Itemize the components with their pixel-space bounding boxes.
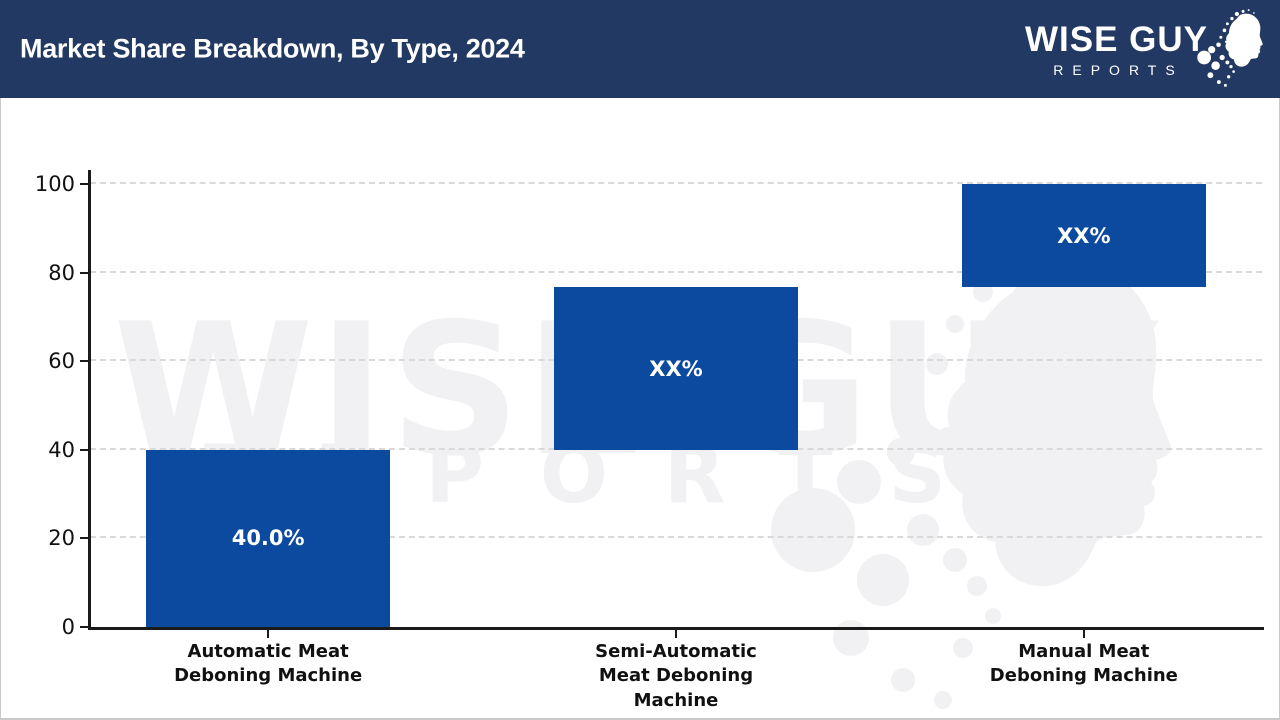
y-axis-tick-mark	[80, 626, 89, 628]
y-axis-tick-mark	[80, 271, 89, 274]
y-axis-tick-mark	[80, 537, 89, 540]
gridline	[90, 270, 1262, 273]
x-axis-tick-mark	[267, 630, 270, 638]
x-axis-tick-label: Semi-Automatic Meat Deboning Machine	[595, 641, 757, 711]
y-axis-tick-label: 20	[48, 526, 75, 551]
x-axis-tick-label: Automatic Meat Deboning Machine	[174, 641, 363, 687]
x-axis-tick-mark	[675, 630, 677, 638]
logo-text: WISE GUY REPORTS	[1025, 20, 1208, 78]
chart-panel: WISE GUY REPORTS 40.0% XX% XX% 0 20 40 60 80 10…	[0, 98, 1280, 720]
bar-value-label: XX%	[1057, 223, 1111, 248]
y-axis-tick-label: 60	[48, 349, 75, 374]
y-axis-tick-label: 80	[48, 260, 75, 285]
logo-wordmark: WISE GUY	[1024, 20, 1208, 59]
x-axis-line	[88, 627, 1264, 630]
y-axis-line	[88, 170, 91, 630]
bar-segment: 40.0%	[146, 449, 391, 627]
page-title: Market Share Breakdown, By Type, 2024	[20, 33, 525, 64]
y-axis-tick-mark	[80, 183, 89, 185]
y-axis-tick-label: 0	[61, 615, 75, 639]
bar-value-label: 40.0%	[231, 526, 305, 551]
y-axis-tick-label: 40	[48, 437, 75, 462]
x-axis-ticks	[90, 630, 1262, 638]
logo-subtitle: REPORTS	[1053, 62, 1184, 78]
y-axis-tick-label: 100	[34, 172, 75, 196]
x-axis-tick-label: Manual Meat Deboning Machine	[989, 641, 1178, 687]
bar-value-label: XX%	[649, 356, 703, 381]
bar-segment: XX%	[554, 287, 798, 450]
x-axis-tick-mark	[1082, 630, 1085, 638]
bar-segment: XX%	[961, 184, 1206, 288]
y-axis-tick-mark	[80, 448, 89, 451]
wise-guy-reports-logo: WISE GUY REPORTS	[1025, 6, 1266, 92]
header-bar: Market Share Breakdown, By Type, 2024 WI…	[0, 0, 1280, 98]
plot-area: 40.0% XX% XX%	[90, 170, 1262, 627]
gridline	[90, 536, 1262, 539]
gridline	[90, 182, 1262, 184]
y-axis-tick-mark	[80, 360, 89, 363]
